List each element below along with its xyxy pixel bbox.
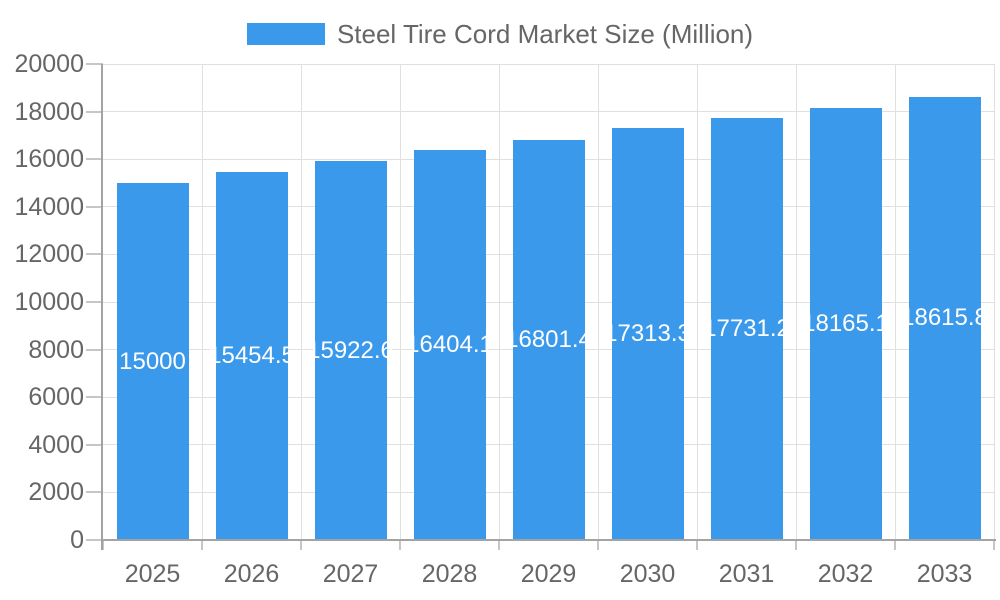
- x-gridline: [300, 64, 302, 540]
- y-tick-mark: [86, 110, 103, 113]
- y-tick-label: 12000: [14, 240, 84, 269]
- x-tick-label: 2032: [817, 560, 874, 588]
- y-tick-label: 4000: [28, 430, 84, 459]
- bar-2028[interactable]: [413, 149, 486, 540]
- y-tick-label: 16000: [14, 145, 84, 174]
- x-gridline: [201, 64, 203, 540]
- y-tick-label: 10000: [14, 288, 84, 316]
- bar-2031[interactable]: [710, 117, 783, 540]
- x-tick-label: 2031: [718, 560, 775, 588]
- legend-swatch-icon: [246, 23, 325, 45]
- y-gridline: [103, 111, 994, 113]
- x-gridline: [498, 64, 500, 540]
- x-tick-mark: [696, 540, 698, 550]
- y-tick-label: 6000: [28, 383, 84, 412]
- x-tick-label: 2025: [124, 560, 181, 588]
- bar-2033[interactable]: [908, 96, 981, 540]
- y-tick-mark: [86, 158, 103, 161]
- x-gridline: [597, 64, 599, 540]
- bar-value-label: 17313.3: [604, 319, 691, 347]
- x-tick-label: 2028: [421, 560, 478, 588]
- bar-value-label: 18165.1: [802, 309, 889, 337]
- y-tick-mark: [86, 539, 103, 541]
- x-gridline: [399, 64, 401, 540]
- bar-value-label: 16404.1: [406, 330, 493, 358]
- y-axis-line: [101, 64, 103, 550]
- x-tick-label: 2027: [322, 560, 379, 588]
- y-tick-label: 8000: [28, 335, 84, 364]
- x-tick-mark: [597, 540, 599, 550]
- bar-2032[interactable]: [809, 107, 882, 540]
- x-gridline: [795, 64, 797, 540]
- x-tick-mark: [201, 540, 203, 550]
- y-tick-label: 18000: [14, 97, 84, 126]
- bar-value-label: 18615.8: [901, 304, 988, 332]
- bar-value-label: 15922.6: [307, 336, 394, 364]
- bar-value-label: 15454.5: [208, 342, 295, 370]
- legend-label: Steel Tire Cord Market Size (Million): [336, 18, 754, 49]
- bar-2030[interactable]: [611, 127, 684, 540]
- x-tick-mark: [993, 540, 995, 550]
- bar-2025[interactable]: [116, 183, 189, 540]
- x-tick-label: 2030: [619, 560, 676, 588]
- bar-2026[interactable]: [215, 172, 288, 540]
- y-gridline: [103, 63, 994, 65]
- y-tick-label: 0: [70, 526, 84, 554]
- bar-2027[interactable]: [314, 161, 387, 540]
- y-tick-mark: [86, 63, 103, 65]
- x-tick-mark: [300, 540, 302, 550]
- y-tick-label: 14000: [14, 192, 84, 221]
- x-tick-mark: [894, 540, 896, 550]
- x-tick-label: 2026: [223, 560, 280, 588]
- y-tick-mark: [86, 491, 103, 494]
- x-tick-mark: [498, 540, 500, 550]
- y-tick-label: 2000: [28, 478, 84, 507]
- x-gridline: [993, 64, 995, 540]
- legend-item[interactable]: Steel Tire Cord Market Size (Million): [0, 18, 1000, 49]
- y-tick-mark: [86, 396, 103, 399]
- y-tick-label: 20000: [14, 50, 84, 78]
- x-gridline: [696, 64, 698, 540]
- x-tick-mark: [795, 540, 797, 550]
- x-tick-mark: [399, 540, 401, 550]
- x-axis-line: [101, 539, 996, 541]
- bar-value-label: 16801.4: [505, 326, 592, 354]
- y-tick-mark: [86, 205, 103, 208]
- y-tick-mark: [86, 443, 103, 446]
- y-tick-mark: [86, 301, 103, 303]
- x-gridline: [894, 64, 896, 540]
- x-tick-label: 2033: [916, 560, 973, 588]
- y-tick-mark: [86, 348, 103, 351]
- x-tick-mark: [102, 540, 104, 550]
- bar-2029[interactable]: [512, 140, 585, 540]
- bar-value-label: 15000: [119, 347, 186, 375]
- bar-value-label: 17731.2: [703, 314, 790, 342]
- y-tick-mark: [86, 253, 103, 256]
- x-tick-label: 2029: [520, 560, 577, 588]
